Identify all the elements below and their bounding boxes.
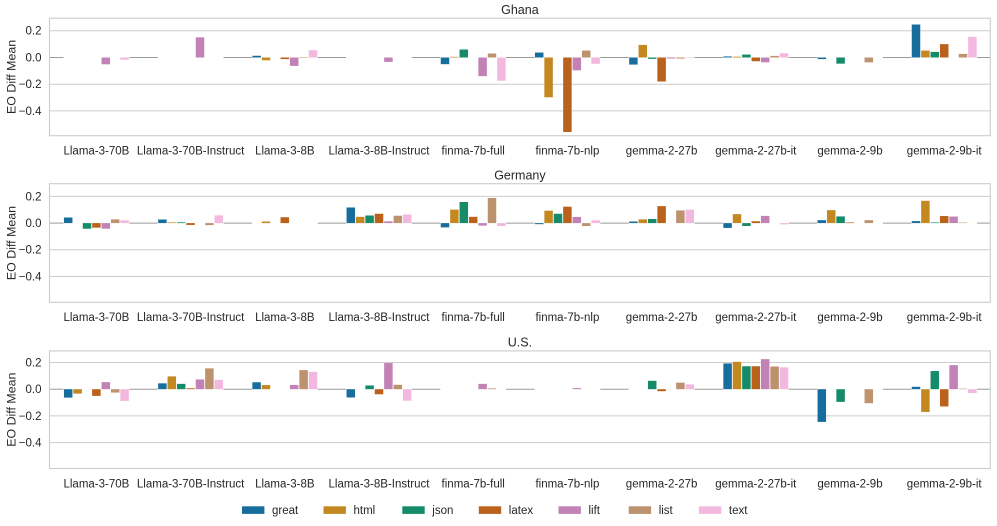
svg-text:gemma-2-9b: gemma-2-9b xyxy=(817,146,882,158)
svg-text:Llama-3-8B-Instruct: Llama-3-8B-Instruct xyxy=(329,312,431,324)
svg-text:EO Diff Mean: EO Diff Mean xyxy=(5,373,19,447)
svg-text:0.2: 0.2 xyxy=(26,357,42,369)
svg-text:gemma-2-9b: gemma-2-9b xyxy=(817,478,882,490)
svg-text:0.2: 0.2 xyxy=(26,191,42,203)
svg-text:−0.4: −0.4 xyxy=(19,438,42,450)
svg-text:Llama-3-70B: Llama-3-70B xyxy=(63,312,129,324)
svg-text:0.0: 0.0 xyxy=(26,52,42,64)
svg-text:−0.2: −0.2 xyxy=(19,245,42,257)
svg-text:−0.4: −0.4 xyxy=(19,106,42,118)
svg-text:EO Diff Mean: EO Diff Mean xyxy=(5,40,19,114)
svg-text:Ghana: Ghana xyxy=(501,3,539,17)
svg-text:Llama-3-8B: Llama-3-8B xyxy=(255,478,315,490)
svg-text:gemma-2-9b-it: gemma-2-9b-it xyxy=(907,478,983,490)
svg-text:lift: lift xyxy=(589,505,601,517)
svg-text:text: text xyxy=(729,505,748,517)
svg-text:html: html xyxy=(354,505,376,517)
svg-text:finma-7b-full: finma-7b-full xyxy=(442,312,505,324)
svg-text:Llama-3-70B-Instruct: Llama-3-70B-Instruct xyxy=(137,478,245,490)
svg-text:0.2: 0.2 xyxy=(26,26,42,38)
svg-text:Llama-3-8B-Instruct: Llama-3-8B-Instruct xyxy=(329,478,431,490)
svg-text:EO Diff Mean: EO Diff Mean xyxy=(5,206,19,280)
svg-text:Llama-3-8B-Instruct: Llama-3-8B-Instruct xyxy=(329,146,431,158)
svg-text:gemma-2-27b-it: gemma-2-27b-it xyxy=(715,478,797,490)
svg-text:gemma-2-9b: gemma-2-9b xyxy=(817,312,882,324)
svg-text:great: great xyxy=(272,505,299,517)
svg-text:U.S.: U.S. xyxy=(508,336,532,350)
svg-text:gemma-2-27b: gemma-2-27b xyxy=(626,146,698,158)
svg-text:0.0: 0.0 xyxy=(26,218,42,230)
svg-text:json: json xyxy=(431,505,453,517)
svg-text:finma-7b-nlp: finma-7b-nlp xyxy=(535,146,599,158)
svg-text:finma-7b-nlp: finma-7b-nlp xyxy=(535,312,599,324)
svg-text:finma-7b-full: finma-7b-full xyxy=(442,478,505,490)
svg-text:gemma-2-27b-it: gemma-2-27b-it xyxy=(715,312,797,324)
svg-text:gemma-2-9b-it: gemma-2-9b-it xyxy=(907,312,983,324)
svg-text:Llama-3-70B-Instruct: Llama-3-70B-Instruct xyxy=(137,312,245,324)
svg-text:gemma-2-9b-it: gemma-2-9b-it xyxy=(907,146,983,158)
svg-text:gemma-2-27b-it: gemma-2-27b-it xyxy=(715,146,797,158)
svg-text:Llama-3-70B: Llama-3-70B xyxy=(63,146,129,158)
svg-text:0.0: 0.0 xyxy=(26,384,42,396)
svg-text:−0.2: −0.2 xyxy=(19,79,42,91)
svg-text:list: list xyxy=(659,505,674,517)
svg-text:finma-7b-full: finma-7b-full xyxy=(442,146,505,158)
svg-text:latex: latex xyxy=(509,505,534,517)
svg-text:Llama-3-70B-Instruct: Llama-3-70B-Instruct xyxy=(137,146,245,158)
svg-text:Llama-3-70B: Llama-3-70B xyxy=(63,478,129,490)
svg-text:Llama-3-8B: Llama-3-8B xyxy=(255,312,315,324)
svg-text:Germany: Germany xyxy=(494,168,546,182)
svg-text:gemma-2-27b: gemma-2-27b xyxy=(626,312,698,324)
svg-text:finma-7b-nlp: finma-7b-nlp xyxy=(535,478,599,490)
svg-text:−0.4: −0.4 xyxy=(19,271,42,283)
svg-text:Llama-3-8B: Llama-3-8B xyxy=(255,146,315,158)
svg-text:−0.2: −0.2 xyxy=(19,411,42,423)
svg-text:gemma-2-27b: gemma-2-27b xyxy=(626,478,698,490)
